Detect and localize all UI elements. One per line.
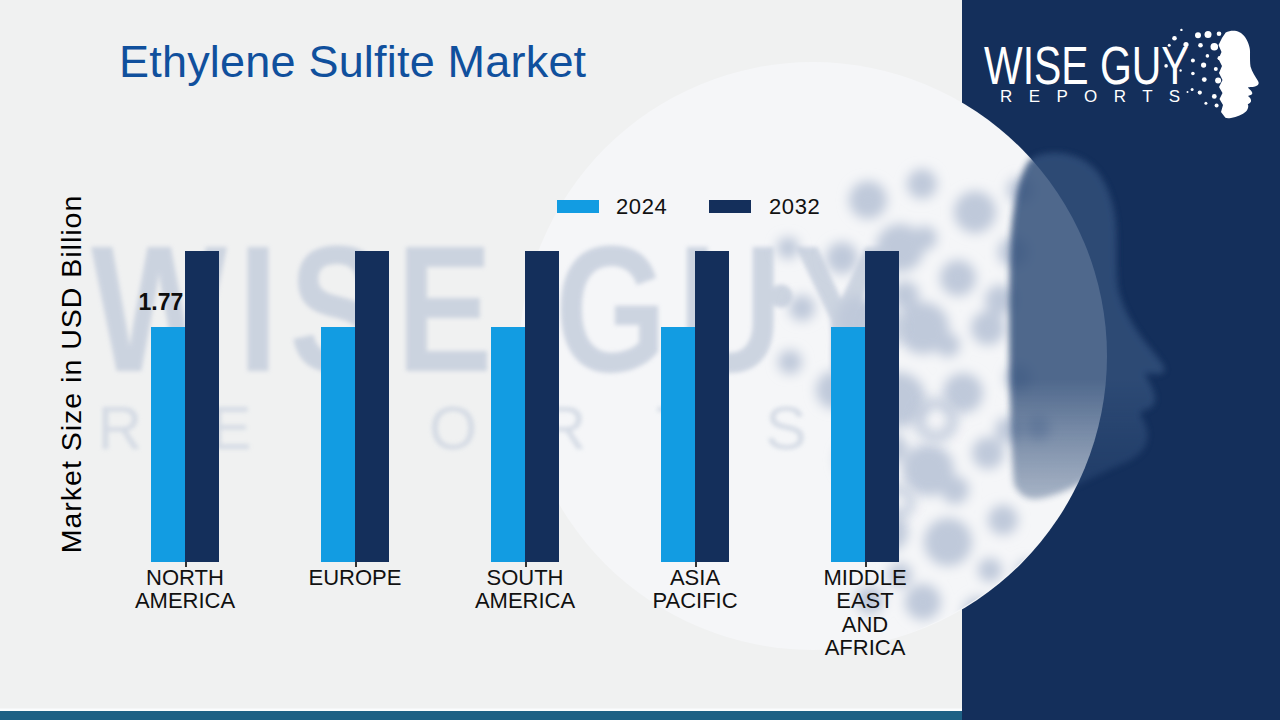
svg-text:WISE GUY: WISE GUY: [984, 36, 1189, 95]
